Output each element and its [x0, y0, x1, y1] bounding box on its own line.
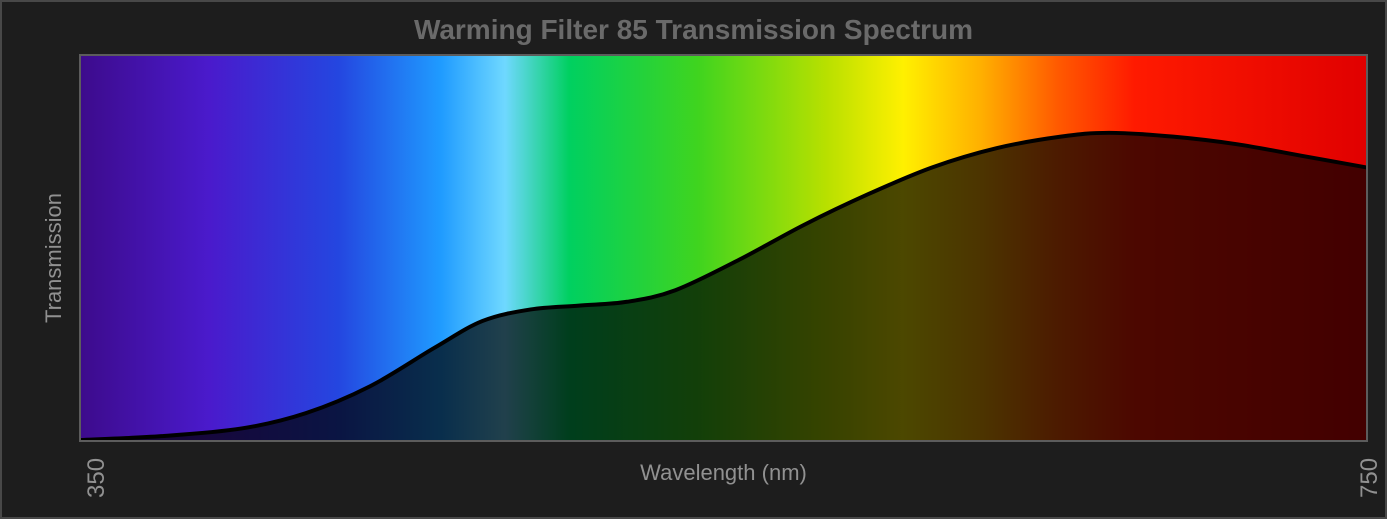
x-tick-min: 350 — [83, 458, 111, 498]
x-axis-label: Wavelength (nm) — [79, 460, 1368, 486]
x-tick-max: 750 — [1356, 458, 1384, 498]
y-axis-label: Transmission — [41, 193, 67, 323]
spectrum-plot — [79, 54, 1368, 442]
spectrum-svg — [81, 56, 1366, 440]
chart-title: Warming Filter 85 Transmission Spectrum — [2, 14, 1385, 46]
chart-frame: Warming Filter 85 Transmission Spectrum … — [0, 0, 1387, 519]
